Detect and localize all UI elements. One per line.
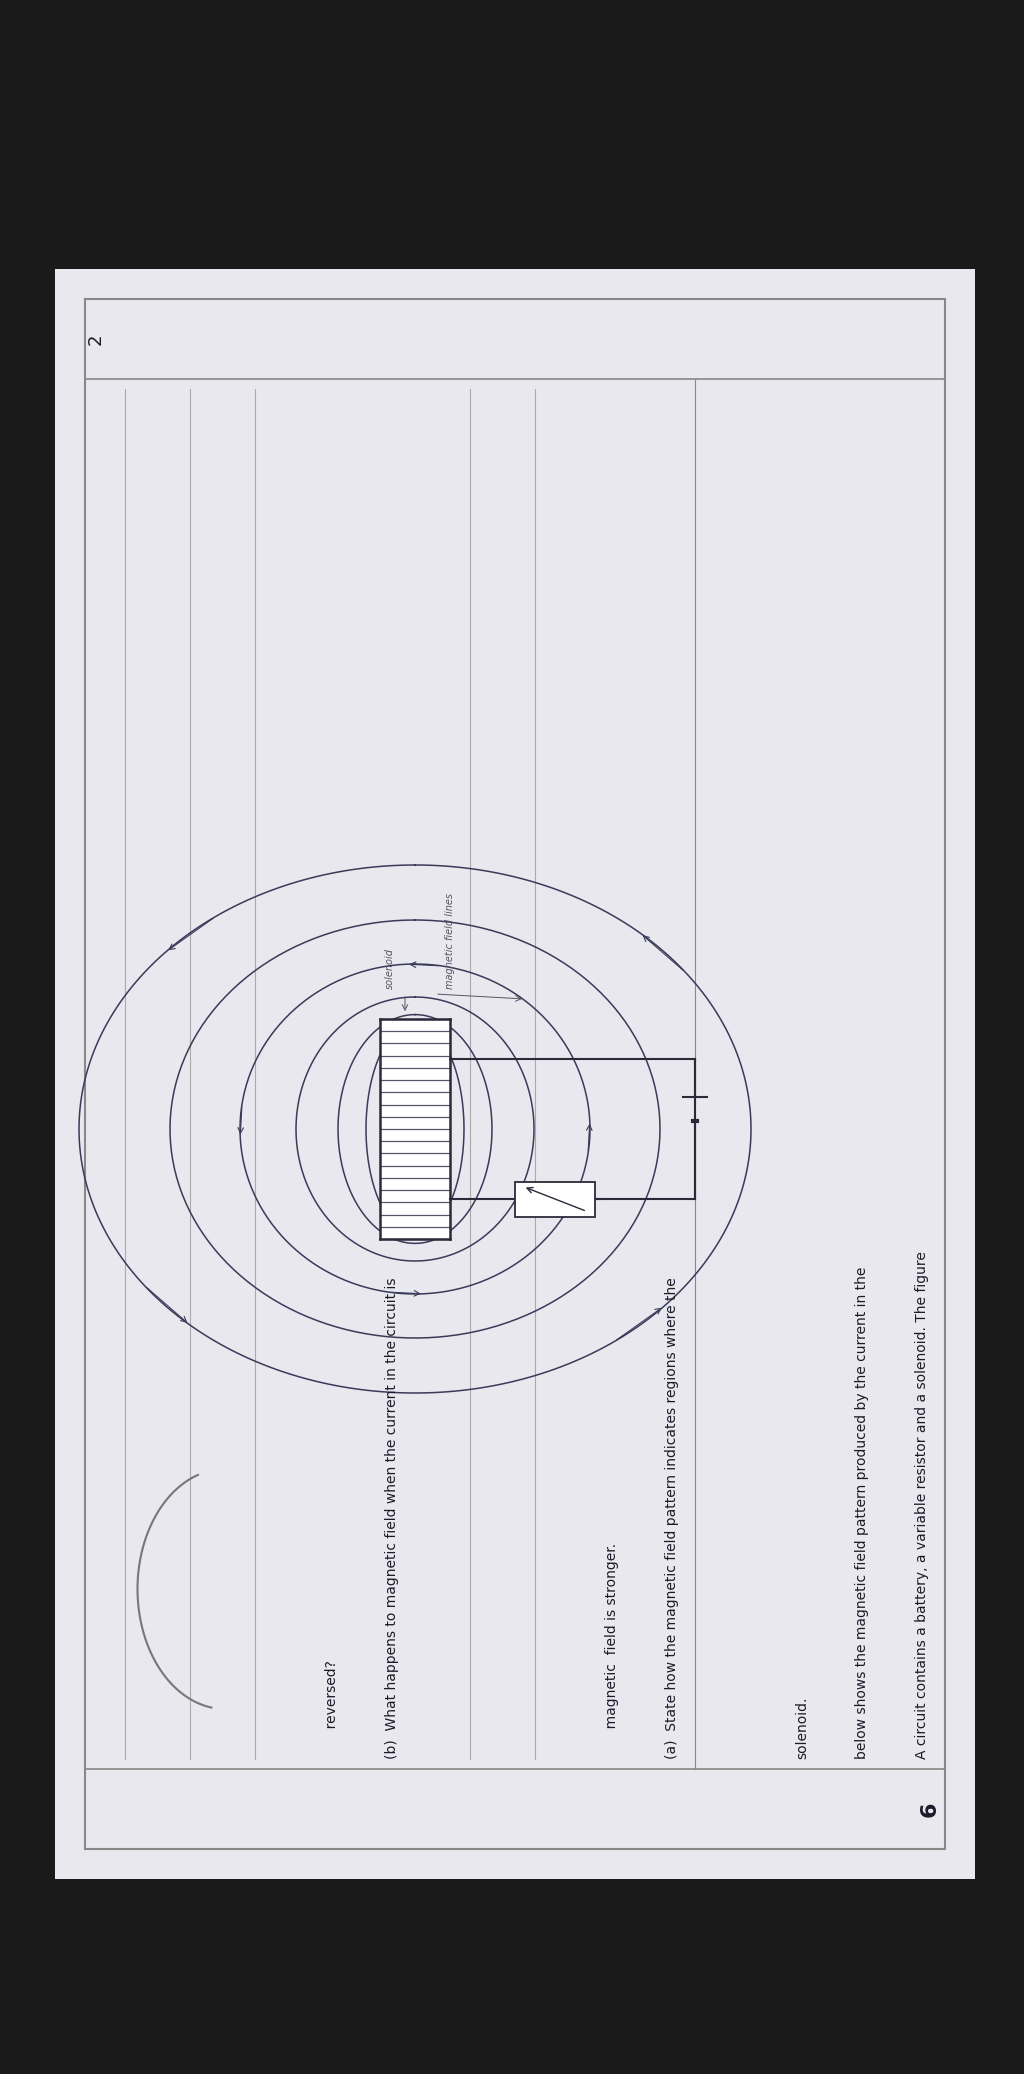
Text: A circuit contains a battery, a variable resistor and a solenoid. The figure: A circuit contains a battery, a variable… xyxy=(915,1251,929,1759)
Text: (b)  What happens to magnetic field when the current in the circuit is: (b) What happens to magnetic field when … xyxy=(385,1278,399,1759)
Text: solenoid: solenoid xyxy=(385,948,395,989)
Text: 2: 2 xyxy=(87,334,105,344)
Text: reversed?: reversed? xyxy=(325,1659,339,1759)
Text: 6: 6 xyxy=(920,1800,940,1817)
Text: solenoid.: solenoid. xyxy=(795,1697,809,1759)
Bar xyxy=(55,270,975,1879)
Text: (a)  State how the magnetic field pattern indicates regions where the: (a) State how the magnetic field pattern… xyxy=(665,1278,679,1759)
Text: magnetic  field is stronger.: magnetic field is stronger. xyxy=(605,1543,618,1759)
Polygon shape xyxy=(380,1018,450,1238)
Text: below shows the magnetic field pattern produced by the current in the: below shows the magnetic field pattern p… xyxy=(855,1267,869,1759)
Text: magnetic field lines: magnetic field lines xyxy=(445,894,455,989)
Polygon shape xyxy=(515,1182,595,1217)
